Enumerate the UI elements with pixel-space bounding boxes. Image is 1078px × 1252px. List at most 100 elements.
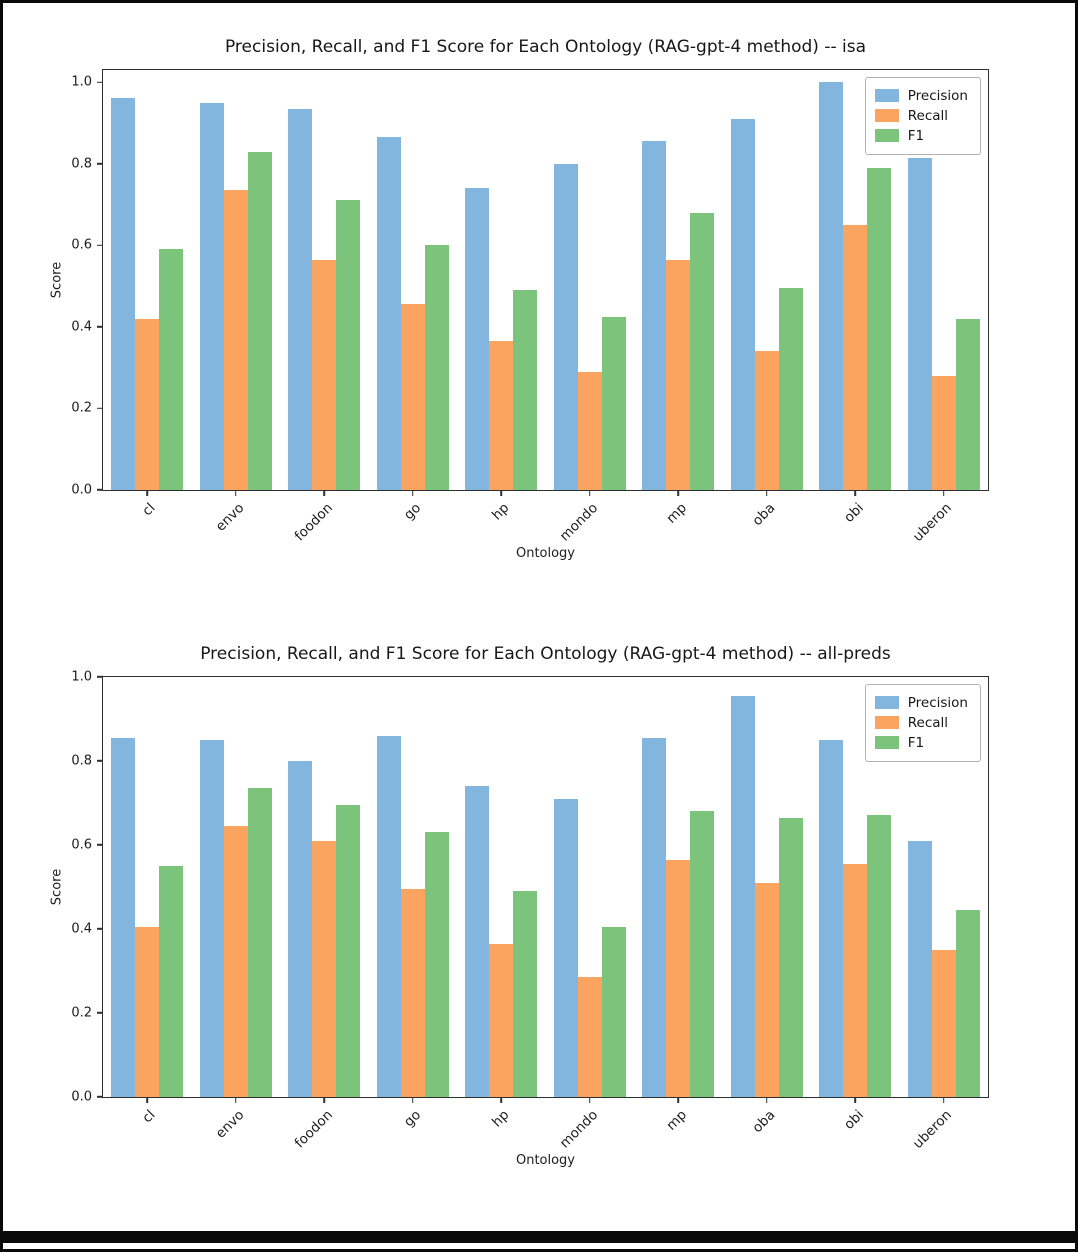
- ytick-mark: [97, 1012, 103, 1014]
- xtick-label: hp: [489, 1106, 513, 1131]
- xtick-label: go: [400, 499, 425, 524]
- plot-area: 0.0 0.2 0.4 0.6 0.8 1.0 cl envo foodon go hp mondo m…: [50, 669, 989, 1168]
- legend-swatch-recall: [874, 716, 899, 730]
- plot-wrap: Precision, Recall, and F1 Score for Each…: [50, 643, 989, 1168]
- xtick-mark: [411, 489, 414, 496]
- bar-precision-obi: [819, 739, 844, 1097]
- bar-precision-uberon: [907, 157, 932, 490]
- y-axis-label: Score: [49, 868, 65, 906]
- xtick-mark: [765, 1096, 768, 1103]
- bar-f1-envo: [247, 788, 272, 1097]
- xtick-mark: [677, 489, 680, 496]
- plot-wrap: Precision, Recall, and F1 Score for Each…: [50, 36, 989, 561]
- xtick-label: mondo: [556, 499, 602, 545]
- ytick-mark: [97, 81, 103, 83]
- ytick-label: 0.6: [71, 837, 92, 853]
- bar-f1-go: [424, 832, 449, 1097]
- xtick-label: uberon: [910, 1106, 956, 1152]
- legend-item-recall: Recall: [874, 715, 968, 731]
- ytick-label: 0.2: [71, 400, 92, 416]
- bar-precision-cl: [111, 737, 136, 1097]
- bar-recall-mp: [666, 259, 691, 490]
- bar-group-hp: [457, 70, 546, 490]
- bar-group-uberon: [900, 677, 989, 1097]
- bar-group-obi: [811, 677, 900, 1097]
- ytick-mark: [97, 760, 103, 762]
- legend-item-precision: Precision: [874, 694, 968, 711]
- ytick-mark: [97, 326, 103, 328]
- ytick-label: 0.4: [71, 921, 92, 937]
- legend-label: Precision: [907, 694, 968, 711]
- chart-title: Precision, Recall, and F1 Score for Each…: [224, 37, 866, 57]
- bar-recall-hp: [489, 943, 514, 1097]
- xtick-mark: [677, 1096, 680, 1103]
- bar-f1-foodon: [336, 200, 361, 490]
- bar-group-envo: [192, 677, 281, 1097]
- chart-isa: Precision, Recall, and F1 Score for Each…: [3, 36, 1075, 561]
- ytick-label: 0.8: [71, 753, 92, 769]
- bar-precision-uberon: [907, 840, 932, 1097]
- xtick-label: go: [400, 1106, 425, 1131]
- ytick-label: 0.8: [71, 156, 92, 172]
- bar-group-foodon: [280, 70, 369, 490]
- legend: Precision Recall F1: [864, 76, 981, 155]
- bar-precision-mp: [642, 141, 667, 490]
- ytick-mark: [97, 407, 103, 410]
- bar-f1-cl: [159, 865, 184, 1097]
- bar-recall-envo: [223, 190, 248, 490]
- xtick-label: mp: [662, 499, 690, 527]
- bar-recall-mp: [666, 859, 691, 1097]
- ytick-mark: [97, 162, 103, 165]
- bar-precision-mp: [642, 737, 667, 1097]
- bar-group-oba: [723, 70, 812, 490]
- bar-precision-go: [376, 735, 401, 1097]
- legend-label: F1: [907, 734, 925, 751]
- y-axis-label: Score: [49, 261, 65, 299]
- bar-recall-oba: [754, 351, 779, 490]
- bottom-divider: [3, 1231, 1075, 1243]
- bar-group-cl: [103, 677, 192, 1097]
- bar-f1-mp: [690, 212, 715, 490]
- ytick-label: 0.0: [71, 482, 92, 498]
- ytick-label: 1.0: [71, 669, 92, 685]
- bar-f1-oba: [778, 288, 803, 490]
- ytick-mark: [97, 244, 103, 247]
- chart-all-preds: Precision, Recall, and F1 Score for Each…: [3, 643, 1075, 1168]
- bar-group-envo: [192, 70, 281, 490]
- bar-f1-obi: [867, 815, 892, 1097]
- bar-group-oba: [723, 677, 812, 1097]
- x-axis-label: Ontology: [515, 1152, 576, 1168]
- ytick-mark: [97, 489, 103, 491]
- bar-precision-hp: [465, 188, 490, 490]
- bar-f1-mp: [690, 811, 715, 1097]
- bar-recall-obi: [843, 863, 868, 1097]
- bar-recall-mondo: [577, 371, 602, 490]
- xtick-label: obi: [840, 1106, 867, 1133]
- xtick-label: foodon: [291, 1106, 336, 1152]
- xtick-mark: [146, 489, 149, 496]
- xtick-label: envo: [212, 1106, 248, 1142]
- bar-precision-mondo: [553, 798, 578, 1097]
- bar-recall-hp: [489, 341, 514, 490]
- legend-swatch-precision: [874, 696, 899, 710]
- ytick-mark: [97, 676, 103, 678]
- xtick-mark: [234, 489, 237, 496]
- bar-f1-obi: [867, 167, 892, 490]
- legend-label: Precision: [907, 87, 968, 104]
- xtick-mark: [146, 1096, 149, 1103]
- xtick-label: oba: [748, 1106, 779, 1136]
- ytick-label: 1.0: [71, 74, 92, 90]
- bar-recall-foodon: [312, 259, 337, 490]
- bar-precision-cl: [111, 98, 136, 490]
- bar-recall-cl: [135, 318, 160, 490]
- bar-f1-envo: [247, 151, 272, 490]
- chart-title: Precision, Recall, and F1 Score for Each…: [200, 643, 891, 664]
- xtick-label: foodon: [291, 499, 336, 545]
- legend: Precision Recall F1: [864, 683, 981, 762]
- legend-item-f1: F1: [874, 128, 968, 144]
- bar-precision-hp: [465, 786, 490, 1097]
- bar-recall-uberon: [931, 375, 956, 490]
- bar-f1-mondo: [601, 316, 626, 490]
- bar-group-cl: [103, 70, 192, 490]
- bar-recall-mondo: [577, 977, 602, 1097]
